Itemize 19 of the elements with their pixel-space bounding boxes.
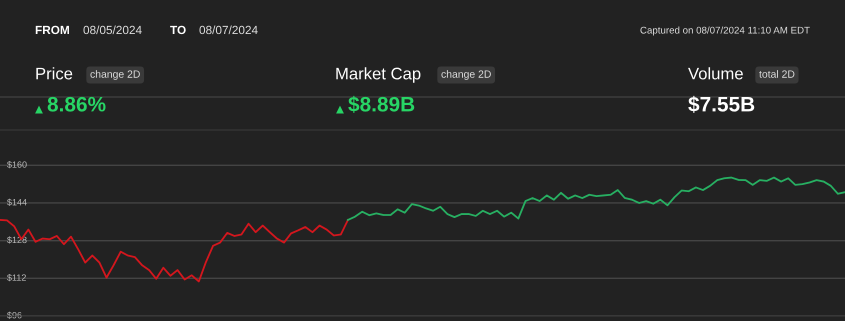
y-tick-label: $112 — [7, 274, 26, 282]
text: Captured on 08/07/2024 11:10 AM EDT — [640, 26, 810, 36]
text: TO — [170, 26, 186, 34]
text: Price — [36, 67, 72, 80]
text: Market Cap — [336, 67, 420, 83]
line-series — [0, 219, 349, 282]
text: 8.86% — [48, 96, 106, 112]
line-series — [347, 176, 845, 221]
y-tick-label: $144 — [7, 198, 27, 206]
text: 08/05/2024 — [83, 26, 142, 34]
text: change 2D — [90, 70, 140, 80]
text: FROM — [36, 26, 69, 34]
text: total 2D — [759, 70, 794, 78]
text: 08/07/2024 — [199, 26, 258, 34]
text: Volume — [688, 67, 743, 80]
text: $7.55B — [688, 96, 754, 113]
text: change 2D — [441, 70, 491, 80]
y-tick-label: $160 — [7, 160, 27, 168]
text: $8.89B — [348, 96, 414, 113]
